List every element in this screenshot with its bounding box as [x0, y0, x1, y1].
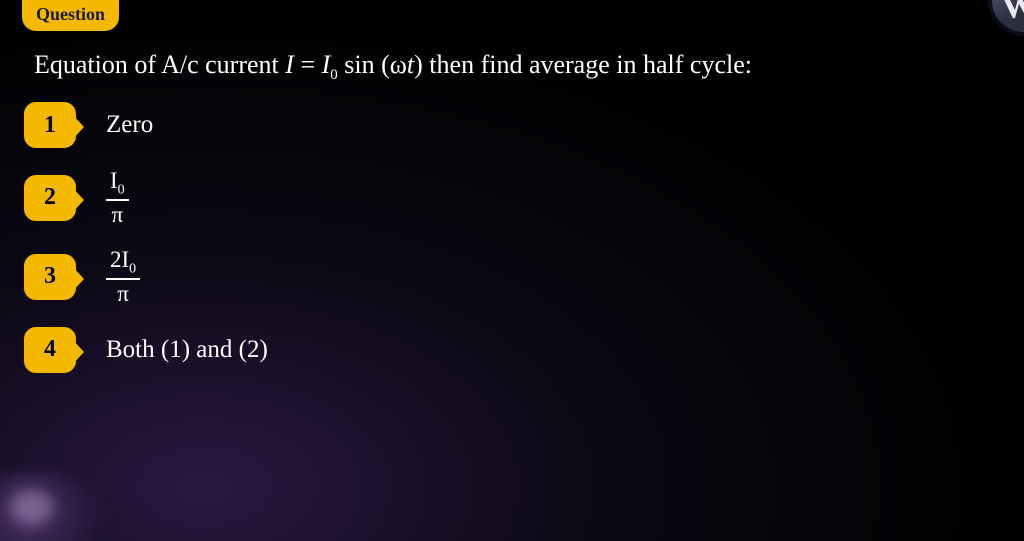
formula-I0-I: I: [322, 50, 331, 79]
option-3[interactable]: 3 2I0 π: [24, 247, 268, 306]
question-suffix: ) then find average in half cycle:: [414, 50, 752, 79]
corner-logo-icon: W: [988, 0, 1024, 36]
option-label-3: 2I0 π: [106, 247, 140, 306]
question-prefix: Equation of A/c current: [34, 50, 285, 79]
frac2-num-main: I: [110, 168, 118, 193]
option-1[interactable]: 1 Zero: [24, 102, 268, 148]
fraction-3: 2I0 π: [106, 247, 140, 306]
option-badge-2: 2: [24, 175, 76, 221]
formula-I: I: [285, 50, 294, 79]
option-4[interactable]: 4 Both (1) and (2): [24, 327, 268, 373]
frac3-num-prefix: 2: [110, 247, 122, 272]
frac3-num-sub: 0: [129, 262, 136, 277]
option-badge-4: 4: [24, 327, 76, 373]
option-2[interactable]: 2 I0 π: [24, 168, 268, 227]
frac2-den: π: [106, 201, 129, 227]
decorative-blob: [0, 471, 110, 541]
option-label-2: I0 π: [106, 168, 129, 227]
option-badge-3: 3: [24, 254, 76, 300]
formula-eq: =: [294, 50, 322, 79]
formula-sin: sin (ω: [338, 50, 407, 79]
option-badge-1: 1: [24, 102, 76, 148]
options-list: 1 Zero 2 I0 π 3 2I0 π 4 Both (1) and (2): [24, 102, 268, 393]
frac3-den: π: [106, 280, 140, 306]
question-badge: Question: [22, 0, 119, 31]
option-label-1: Zero: [106, 111, 153, 139]
option-label-4: Both (1) and (2): [106, 336, 268, 364]
formula-I0-sub: 0: [330, 67, 338, 83]
corner-logo-letter: W: [1000, 0, 1024, 28]
frac2-num-sub: 0: [118, 183, 125, 198]
question-text: Equation of A/c current I = I0 sin (ωt) …: [34, 50, 752, 84]
fraction-2: I0 π: [106, 168, 129, 227]
